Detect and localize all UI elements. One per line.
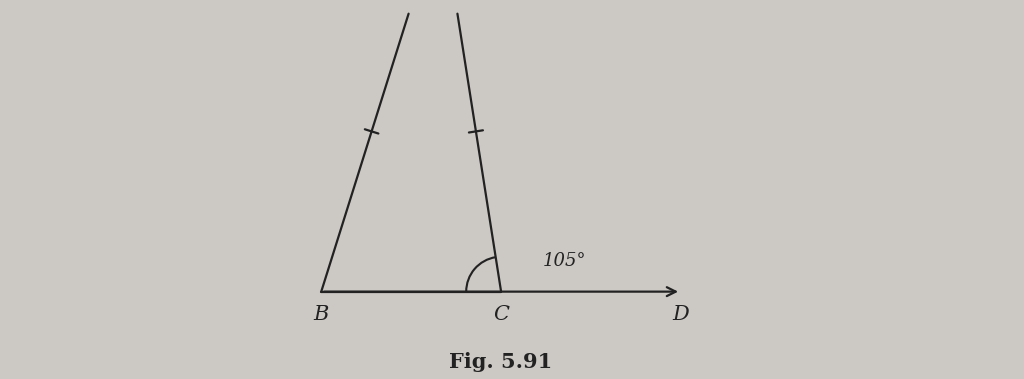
Text: C: C bbox=[494, 305, 509, 324]
Text: 105°: 105° bbox=[543, 252, 586, 270]
Text: Fig. 5.91: Fig. 5.91 bbox=[450, 352, 553, 371]
Text: D: D bbox=[673, 305, 689, 324]
Text: B: B bbox=[313, 305, 329, 324]
